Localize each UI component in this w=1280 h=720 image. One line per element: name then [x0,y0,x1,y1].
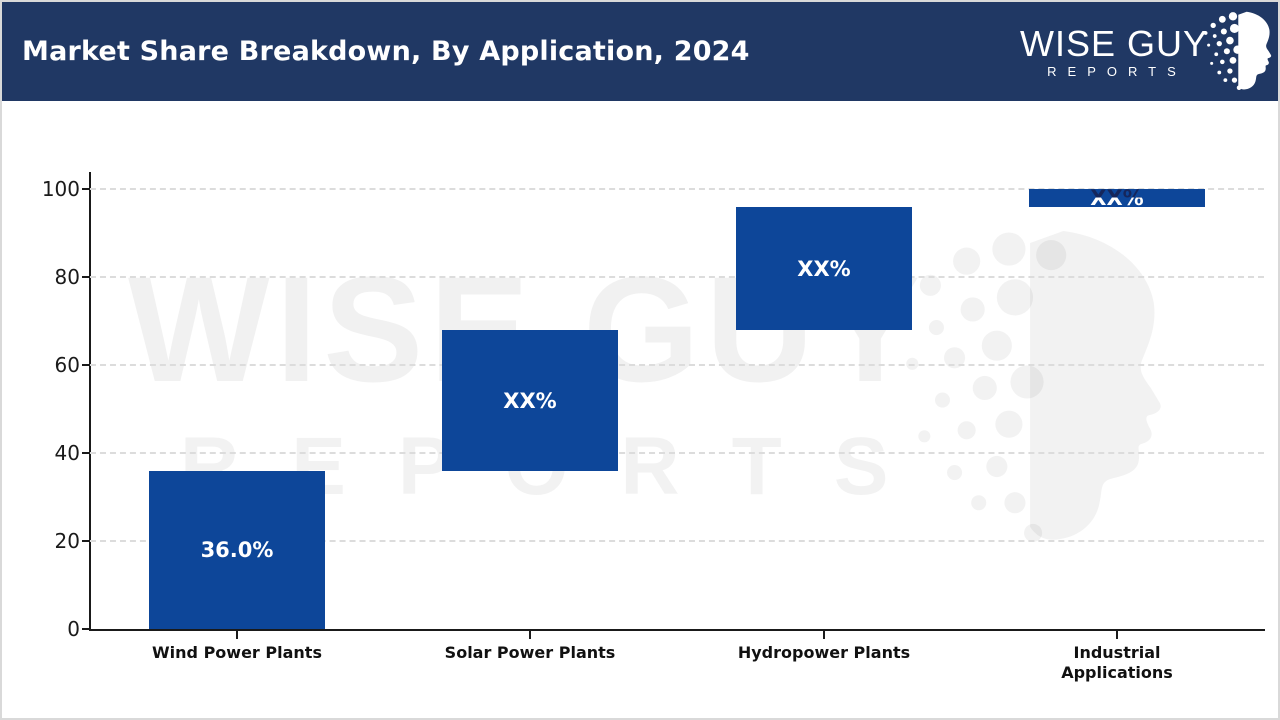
x-category-label: Industrial Applications [1061,643,1173,682]
logo-wordmark: WISE GUY [1019,22,1208,64]
waterfall-bar: XX% [442,330,618,471]
y-tick-mark [82,540,90,542]
gridline [90,540,1264,542]
y-tick-label: 0 [67,617,80,641]
y-tick-label: 40 [54,441,80,465]
y-tick-label: 100 [41,177,80,201]
x-category-label: Wind Power Plants [152,643,322,662]
x-tick-mark [236,631,238,639]
bar-value-label: XX% XX% [1057,185,1177,211]
y-tick-mark [82,364,90,366]
bar-value-label-bottom: XX% [1090,186,1144,210]
logo-subtitle: REPORTS [1047,64,1187,80]
y-tick-mark [82,628,90,630]
y-tick-label: 20 [54,529,80,553]
y-tick-label: 80 [54,265,80,289]
waterfall-bar: XX% [736,207,912,330]
waterfall-bar [1029,189,1205,207]
x-tick-mark [1116,631,1118,639]
y-tick-mark [82,452,90,454]
x-axis-line [89,629,1265,631]
x-category-label: Solar Power Plants [444,643,616,662]
gridline [90,276,1264,278]
y-tick-mark [82,188,90,190]
x-tick-mark [529,631,531,639]
y-tick-label: 60 [54,353,80,377]
logo-text: WISE GUY REPORTS [1019,22,1208,80]
bar-value-label: XX% [503,388,557,413]
bar-value-label: XX% [797,256,851,281]
gridline [90,188,1264,190]
waterfall-bar: 36.0% [149,471,325,629]
chart-title: Market Share Breakdown, By Application, … [22,36,750,67]
gridline [90,452,1264,454]
bar-value-label-top: XX% [1090,186,1144,210]
wiseguy-logo: WISE GUY REPORTS [1020,8,1274,96]
header: Market Share Breakdown, By Application, … [2,2,1278,101]
y-axis-line [89,172,91,631]
bar-value-label: 36.0% [200,538,274,562]
x-tick-mark [823,631,825,639]
y-tick-mark [82,276,90,278]
gridline [90,364,1264,366]
x-category-label: Hydropower Plants [737,643,911,662]
